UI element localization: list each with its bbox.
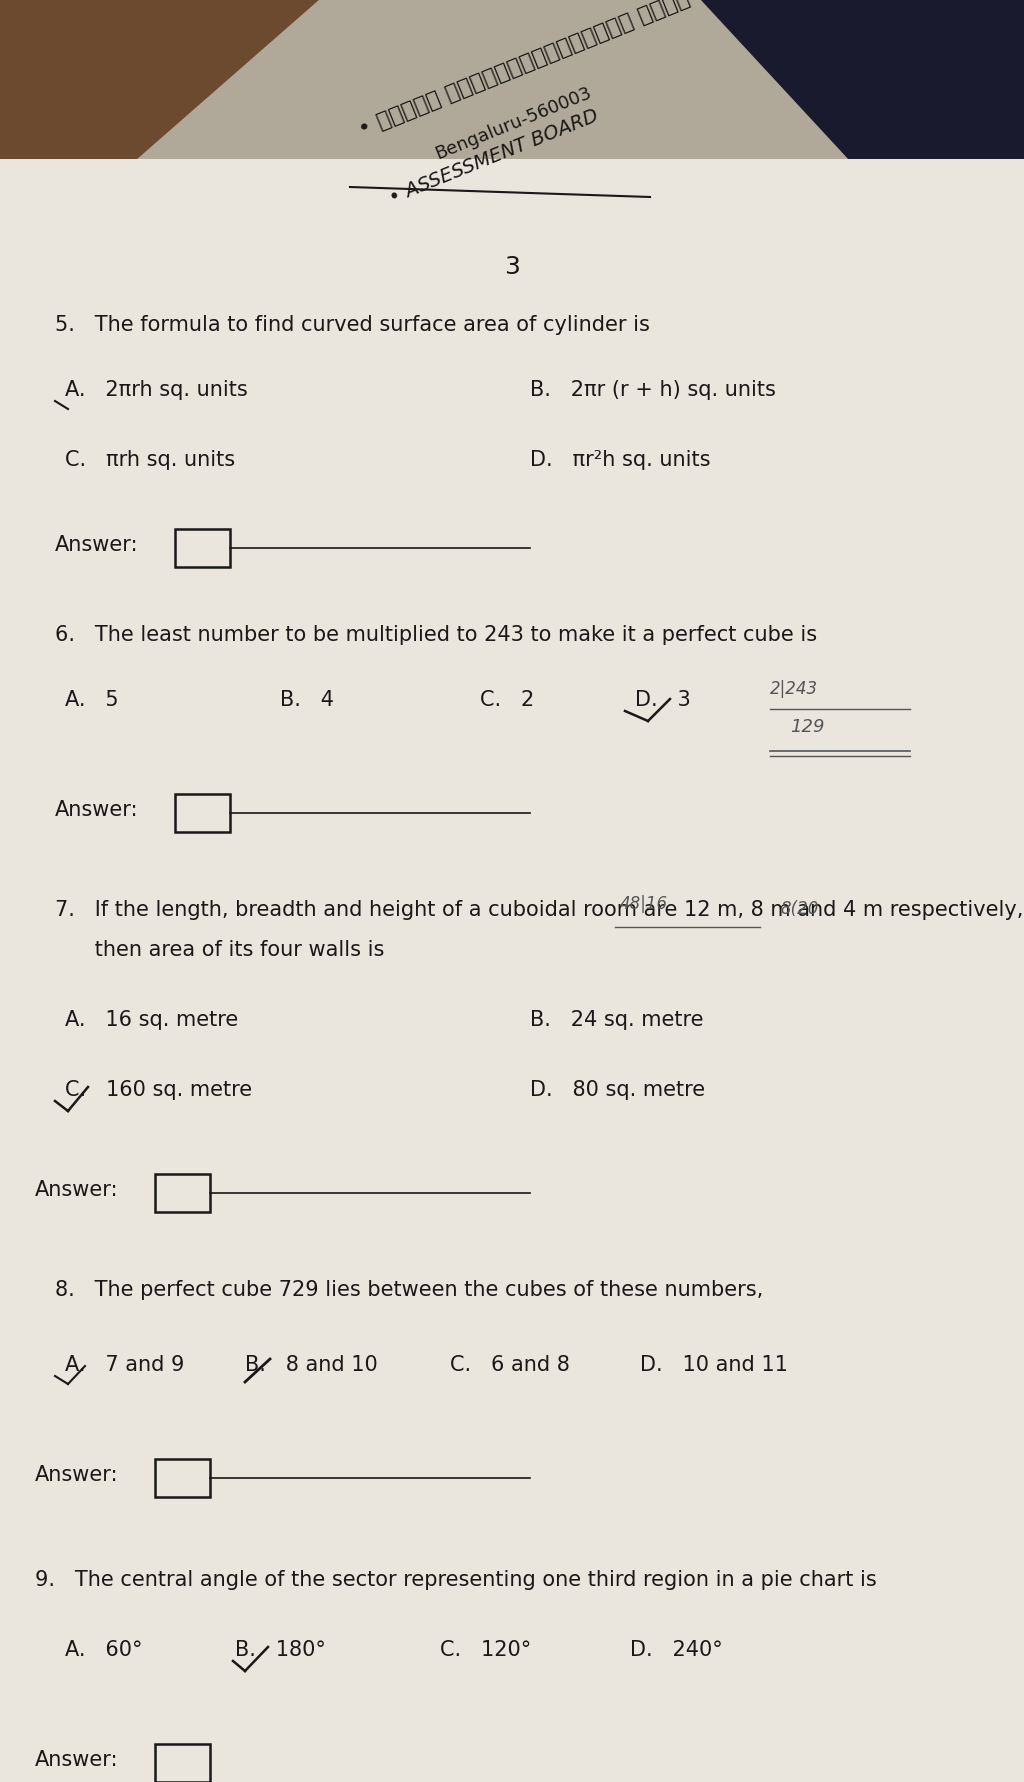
Text: C.   πrh sq. units: C. πrh sq. units: [65, 449, 236, 470]
Text: B.   24 sq. metre: B. 24 sq. metre: [530, 1009, 703, 1030]
Bar: [30, 200, 990, 1748]
Text: D.   240°: D. 240°: [630, 1639, 723, 1659]
Text: C.   160 sq. metre: C. 160 sq. metre: [65, 1080, 252, 1099]
Bar: [175, 795, 230, 832]
Text: D.   10 and 11: D. 10 and 11: [640, 1354, 787, 1374]
Text: B.   2πr (r + h) sq. units: B. 2πr (r + h) sq. units: [530, 380, 776, 399]
Text: C.   6 and 8: C. 6 and 8: [450, 1354, 570, 1374]
Text: A.   2πrh sq. units: A. 2πrh sq. units: [65, 380, 248, 399]
Text: Answer:: Answer:: [35, 1465, 119, 1484]
Text: C.   2: C. 2: [480, 690, 535, 709]
Text: A.   5: A. 5: [65, 690, 119, 709]
Polygon shape: [700, 0, 1024, 349]
Text: then area of its four walls is: then area of its four walls is: [55, 939, 384, 959]
Text: Answer:: Answer:: [55, 535, 138, 554]
Bar: [155, 1174, 210, 1212]
Text: 2|243: 2|243: [770, 679, 818, 697]
Text: A.   60°: A. 60°: [65, 1639, 142, 1659]
Text: 8.   The perfect cube 729 lies between the cubes of these numbers,: 8. The perfect cube 729 lies between the…: [55, 1279, 763, 1299]
Text: 3: 3: [504, 255, 520, 278]
Text: 48|16: 48|16: [620, 895, 668, 912]
Text: D.   πr²h sq. units: D. πr²h sq. units: [530, 449, 711, 470]
Bar: [155, 1745, 210, 1782]
Polygon shape: [0, 0, 319, 280]
Text: 9.   The central angle of the sector representing one third region in a pie char: 9. The central angle of the sector repre…: [35, 1570, 877, 1590]
Text: B.   8 and 10: B. 8 and 10: [245, 1354, 378, 1374]
Text: 6.   The least number to be multiplied to 243 to make it a perfect cube is: 6. The least number to be multiplied to …: [55, 625, 817, 645]
Text: Answer:: Answer:: [35, 1180, 119, 1199]
Text: D.   80 sq. metre: D. 80 sq. metre: [530, 1080, 706, 1099]
Text: Answer:: Answer:: [55, 800, 138, 820]
Text: • ಮತ್ತು ಪ್ರೊಶ್ನಪತ್ರಿಕೆಯ ಮಂಡಳ: • ಮತ್ತು ಪ್ರೊಶ್ನಪತ್ರಿಕೆಯ ಮಂಡಳ: [355, 0, 692, 141]
Text: D.   3: D. 3: [635, 690, 691, 709]
Text: 8(20: 8(20: [780, 900, 818, 918]
Text: 129: 129: [790, 718, 824, 736]
Text: B.   4: B. 4: [280, 690, 334, 709]
Text: Bengaluru-560003: Bengaluru-560003: [432, 84, 594, 162]
Bar: [175, 529, 230, 568]
Text: A.   16 sq. metre: A. 16 sq. metre: [65, 1009, 239, 1030]
Text: C.   120°: C. 120°: [440, 1639, 531, 1659]
Text: Answer:: Answer:: [35, 1748, 119, 1770]
Text: 7.   If the length, breadth and height of a cuboidal room are 12 m, 8 m and 4 m : 7. If the length, breadth and height of …: [55, 900, 1023, 920]
Text: B.   180°: B. 180°: [234, 1639, 326, 1659]
Bar: [155, 1459, 210, 1497]
Text: • ASSESSMENT BOARD: • ASSESSMENT BOARD: [386, 105, 601, 207]
Text: A.   7 and 9: A. 7 and 9: [65, 1354, 184, 1374]
Text: 5.   The formula to find curved surface area of cylinder is: 5. The formula to find curved surface ar…: [55, 315, 650, 335]
